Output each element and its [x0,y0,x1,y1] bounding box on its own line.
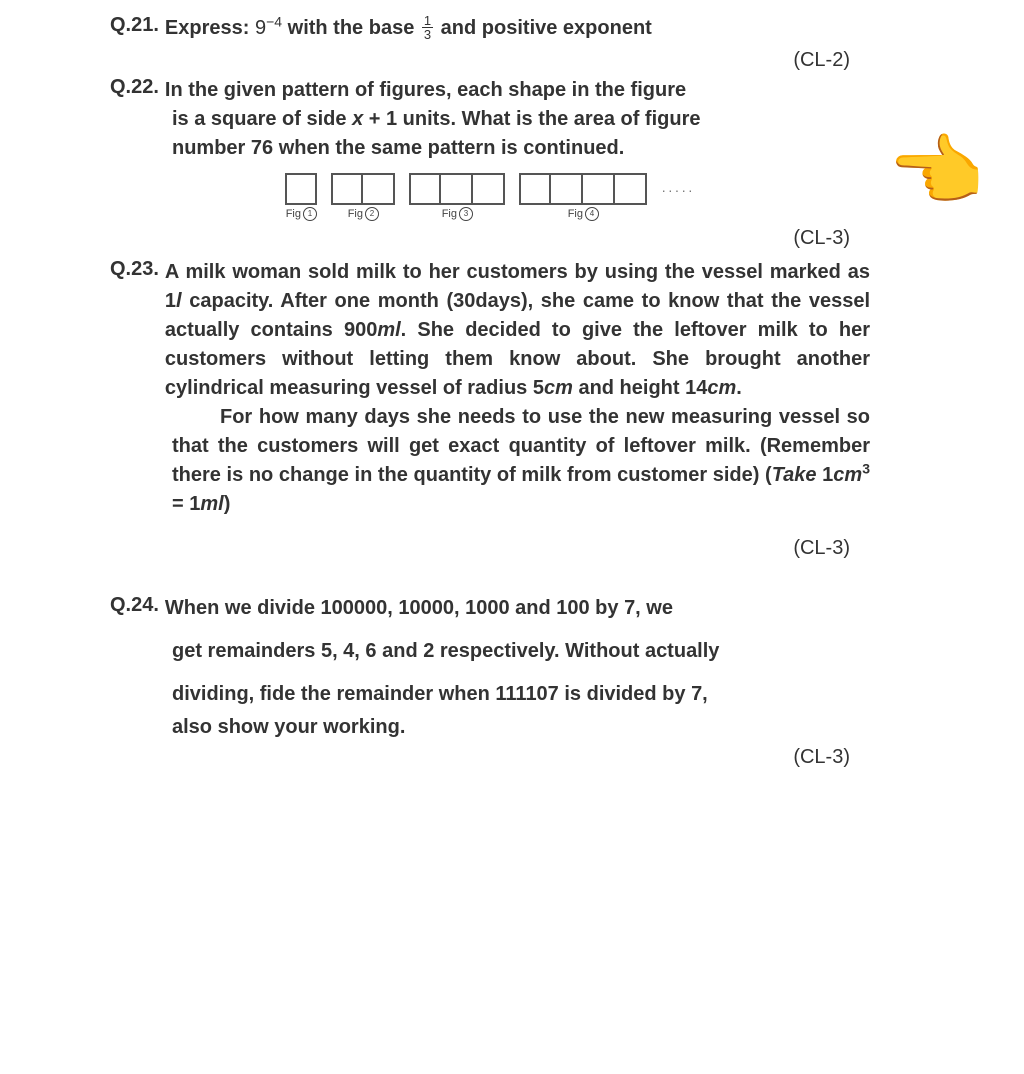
q23-ml1: ml [377,319,400,341]
fig1-prefix: Fig [286,208,301,220]
q22-cl-tag: (CL-3) [110,227,870,250]
question-21: Q.21. Express: 9−4 with the base 13 and … [110,14,870,72]
fig1-num-icon: 1 [303,207,317,221]
q22-l2b: + 1 units. What is the area of figure [363,108,700,130]
q23-ml2: ml [200,493,223,515]
fig-2: Fig2 [331,173,395,221]
fig-1: Fig1 [285,173,317,221]
q21-tail: and positive exponent [435,17,652,39]
q23-para2: For how many days she needs to use the n… [172,403,870,519]
q24-cl-tag: (CL-3) [110,746,870,769]
pattern-ellipsis: ····· [661,182,694,198]
q21-frac-den: 3 [422,28,433,41]
fig3-num-icon: 3 [459,207,473,221]
q22-line2: is a square of side x + 1 units. What is… [172,105,870,134]
fig4-prefix: Fig [568,208,583,220]
pointing-hand-icon: 👉 [890,132,987,210]
question-22: Q.22. In the given pattern of figures, e… [110,76,870,250]
q21-frac-num: 1 [422,14,433,28]
q21-exp: −4 [266,13,282,29]
q23-cl-tag: (CL-3) [110,537,870,560]
q22-number: Q.22. [110,76,159,99]
q23-p1d: and height [573,377,685,399]
q22-line1: In the given pattern of figures, each sh… [165,76,686,105]
q23-14: 14 [685,377,707,399]
page: Q.21. Express: 9−4 with the base 13 and … [0,0,1024,1074]
q23-5: 5 [533,377,544,399]
q23-p1e: . [736,377,742,399]
q23-900: 900 [344,319,377,341]
question-24: Q.24. When we divide 100000, 10000, 1000… [110,594,870,769]
q22-l2a: is a square of side [172,108,352,130]
q23-cm2: cm [707,377,736,399]
fig2-num-icon: 2 [365,207,379,221]
fig4-num-icon: 4 [585,207,599,221]
q23-number: Q.23. [110,258,159,281]
q21-lead: Express: [165,17,255,39]
q21-mid: with the base [282,17,420,39]
q23-cm1: cm [544,377,573,399]
question-23: Q.23. A milk woman sold milk to her cust… [110,258,870,560]
q23-take: Take [772,464,817,486]
q24-line2: get remainders 5, 4, 6 and 2 respectivel… [172,637,870,666]
q23-p2a: For how many days she needs to use the n… [172,406,870,486]
q21-base: 9 [255,17,266,39]
fig2-prefix: Fig [348,208,363,220]
fig3-prefix: Fig [442,208,457,220]
fig-3: Fig3 [409,173,505,221]
q24-number: Q.24. [110,594,159,617]
q21-cl-tag: (CL-2) [110,49,870,72]
q21-fraction: 13 [422,14,433,41]
q21-number: Q.21. [110,14,159,37]
q23-eq: = 1 [172,493,200,515]
content-column: Q.21. Express: 9−4 with the base 13 and … [110,0,870,769]
q22-pattern: Fig1 Fig2 Fig3 Fig4 ····· [110,173,870,221]
fig-4: Fig4 [519,173,647,221]
q24-line4: also show your working. [172,713,870,742]
q23-close: ) [224,493,231,515]
q24-line3: dividing, fide the remainder when 111107… [172,680,870,709]
q23-cm3: cm [833,464,862,486]
q22-var: x [352,108,363,130]
q23-1cm: 1 [817,464,834,486]
q24-line1: When we divide 100000, 10000, 1000 and 1… [165,594,673,623]
q22-line3: number 76 when the same pattern is conti… [172,134,870,163]
q23-exp3: 3 [862,460,870,476]
q21-text: Express: 9−4 with the base 13 and positi… [165,14,652,43]
q23-para1-start: A milk woman sold milk to her customers … [165,258,870,403]
